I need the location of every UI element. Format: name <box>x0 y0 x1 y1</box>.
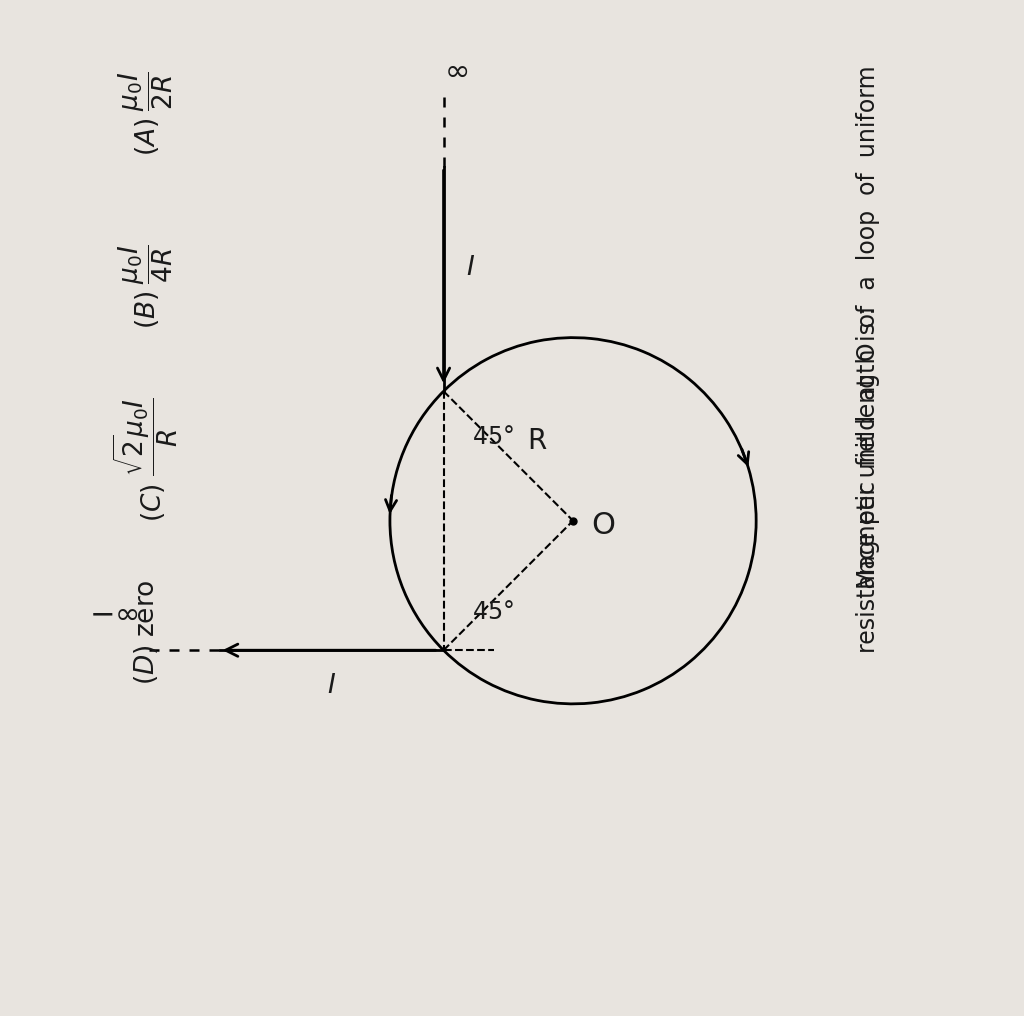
Text: $-\infty$: $-\infty$ <box>89 600 138 629</box>
Text: $I$: $I$ <box>327 673 336 699</box>
Text: $45°$: $45°$ <box>472 425 514 449</box>
Text: $\infty$: $\infty$ <box>443 57 468 86</box>
Text: O: O <box>591 511 615 541</box>
Text: $I$: $I$ <box>466 255 475 281</box>
Text: $(A)\;\dfrac{\mu_0 I}{2R}$: $(A)\;\dfrac{\mu_0 I}{2R}$ <box>117 71 175 156</box>
Text: $(C)\;\dfrac{\sqrt{2}\mu_0 I}{R}$: $(C)\;\dfrac{\sqrt{2}\mu_0 I}{R}$ <box>112 397 180 522</box>
Text: $45°$: $45°$ <box>472 599 514 624</box>
Text: $(D)\;$zero: $(D)\;$zero <box>132 580 160 686</box>
Text: resistance per unit length is :: resistance per unit length is : <box>856 307 880 653</box>
Text: R: R <box>527 427 547 455</box>
Text: Magnetic  field  at  O  of  a  loop  of  uniform: Magnetic field at O of a loop of uniform <box>856 66 880 589</box>
Text: $(B)\;\dfrac{\mu_0 I}{4R}$: $(B)\;\dfrac{\mu_0 I}{4R}$ <box>117 244 175 329</box>
